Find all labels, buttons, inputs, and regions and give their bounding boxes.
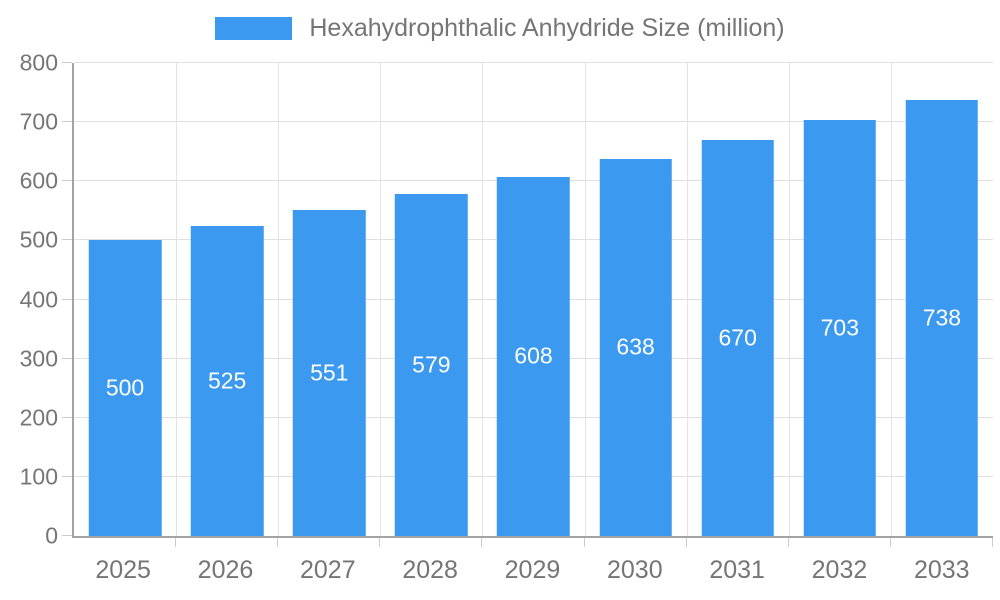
- y-axis-tick: [62, 121, 72, 123]
- bar[interactable]: 500: [88, 240, 162, 536]
- y-tick-label: 200: [19, 404, 58, 431]
- x-gridline: [278, 63, 280, 536]
- x-tick-label: 2027: [300, 556, 356, 584]
- bar[interactable]: 551: [293, 210, 366, 536]
- y-axis-tick: [62, 535, 72, 536]
- bar-value-label: 703: [820, 314, 859, 341]
- x-tick-label: 2033: [913, 556, 970, 584]
- bar[interactable]: 608: [497, 176, 570, 536]
- x-gridline: [482, 63, 484, 536]
- y-tick-label: 500: [19, 226, 58, 253]
- bar[interactable]: 638: [599, 158, 672, 536]
- bar-value-label: 738: [922, 304, 962, 331]
- x-tick-label: 2028: [402, 556, 458, 584]
- x-gridline: [380, 63, 382, 536]
- bar[interactable]: 579: [395, 193, 468, 536]
- y-axis-tick: [62, 239, 72, 241]
- x-axis-tick: [277, 538, 279, 547]
- bar-value-label: 551: [310, 359, 349, 386]
- legend[interactable]: Hexahydrophthalic Anhydride Size (millio…: [0, 16, 1000, 41]
- y-gridline: [74, 121, 993, 123]
- bar-column: 638: [585, 63, 687, 536]
- plot-area: 0 100 200 300 400 500 600 700 800 500 525 551 579 608…: [20, 51, 993, 547]
- bar-column: 579: [380, 63, 482, 536]
- bar-value-label: 608: [514, 342, 553, 369]
- bar-value-label: 500: [105, 374, 145, 401]
- y-tick-label: 300: [19, 345, 58, 372]
- y-tick-label: 600: [19, 167, 58, 194]
- x-tick-label: 2025: [95, 556, 151, 584]
- x-axis-tick: [175, 538, 177, 547]
- y-axis-tick: [62, 475, 72, 477]
- y-tick-label: 100: [19, 463, 58, 490]
- x-gridline: [788, 63, 790, 536]
- bar-column: 670: [687, 63, 789, 536]
- bar-value-label: 579: [412, 351, 451, 378]
- x-tick-label: 2031: [709, 556, 765, 584]
- bar-column: 608: [482, 63, 584, 536]
- x-gridline: [584, 63, 586, 536]
- legend-label: Hexahydrophthalic Anhydride Size (millio…: [309, 14, 785, 42]
- x-axis-tick: [481, 538, 483, 547]
- bar[interactable]: 525: [190, 225, 264, 536]
- x-tick-label: 2029: [504, 556, 561, 584]
- x-axis-labels: 2025 2026 2027 2028 2029 2030 2031 2032 2033: [72, 552, 993, 588]
- y-axis-tick: [62, 298, 72, 300]
- x-axis-tick: [787, 538, 789, 547]
- x-tick-label: 2030: [606, 556, 663, 584]
- x-gridline: [890, 63, 892, 536]
- y-tick-label: 400: [19, 286, 58, 312]
- bar-value-label: 638: [616, 333, 655, 360]
- x-gridline: [686, 63, 688, 536]
- x-axis-tick: [889, 538, 891, 547]
- y-axis-tick: [62, 62, 72, 63]
- x-axis-tick: [685, 538, 687, 547]
- y-gridline: [74, 62, 993, 63]
- bar-value-label: 525: [207, 367, 247, 394]
- x-gridline: [176, 63, 178, 536]
- y-axis-tick: [62, 357, 72, 359]
- x-tick-label: 2032: [811, 556, 868, 584]
- x-tick-label: 2026: [197, 556, 254, 584]
- y-tick-label: 800: [19, 49, 58, 76]
- bar-column: 500: [74, 63, 176, 536]
- x-axis-tick: [379, 538, 381, 547]
- bar-column: 703: [789, 63, 891, 536]
- bar[interactable]: 670: [701, 139, 774, 536]
- y-tick-label: 700: [19, 108, 58, 135]
- bar-column: 738: [891, 63, 993, 536]
- legend-swatch: [215, 17, 293, 40]
- bar[interactable]: 703: [803, 120, 877, 536]
- bar-column: 551: [278, 63, 380, 536]
- x-axis-tick: [583, 538, 585, 547]
- y-axis-tick: [62, 416, 72, 418]
- bar-value-label: 670: [718, 324, 757, 351]
- x-axis-tick: [992, 538, 993, 547]
- bar[interactable]: 738: [905, 99, 979, 536]
- y-axis-tick: [62, 180, 72, 182]
- bar-column: 525: [176, 63, 278, 536]
- y-tick-label: 0: [45, 522, 58, 549]
